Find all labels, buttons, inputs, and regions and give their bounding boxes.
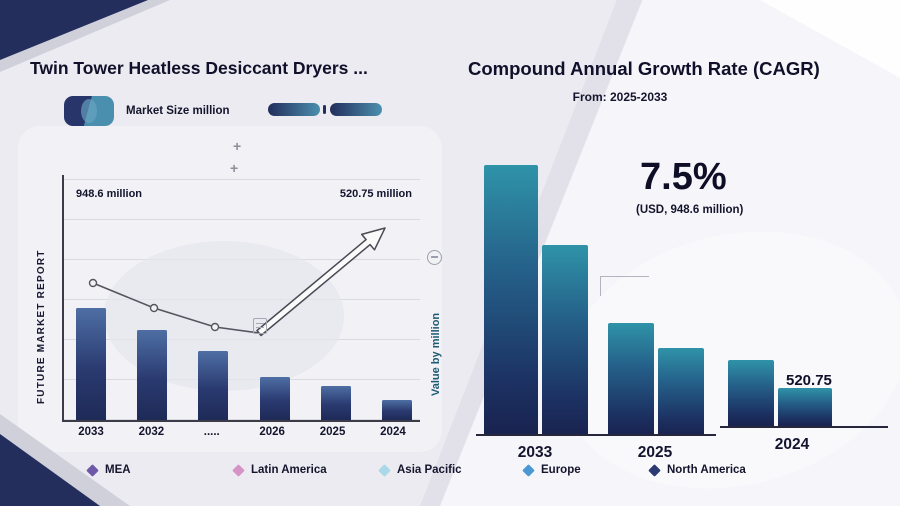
x-tick-2032: 2032 [138,426,165,438]
cagr-value-label-2024: 520.75 [786,372,832,389]
x-tick-2026: 2026 [259,426,285,438]
annotation-520-million: 520.75 million [339,188,412,200]
bar-intermediate [198,351,229,420]
cagr-percentage: 7.5% [640,156,727,198]
market-size-x-axis: 2033 2032 ..... 2026 2025 2024 [62,426,418,438]
minus-circle-icon [427,250,442,265]
market-size-chart: 948.6 million 520.75 million [62,175,420,422]
market-size-bars [64,308,420,420]
legend-item-asia-pacific: Asia Pacific [378,463,462,477]
document-icon [253,318,267,334]
value-axis-label: Value by million [430,312,442,396]
legend-diamond-icon [86,463,99,477]
plus-icon: + [230,160,239,176]
legend-diamond-icon [232,463,245,477]
legend-item-label: MEA [105,464,131,476]
cagr-axis-line-right [720,426,888,428]
cagr-bar-2025-a [608,323,654,436]
cagr-bar-2025-b [658,348,704,436]
legend-label: Market Size million [126,105,230,117]
legend-item-mea: MEA [86,463,131,477]
legend-item-north-america: North America [648,463,746,477]
cagr-bar-2033-a [484,165,538,436]
right-chart-title: Compound Annual Growth Rate (CAGR) [468,58,820,79]
legend-item-latin-america: Latin America [232,463,327,477]
bar-2032 [137,330,168,420]
bar-2026 [259,377,290,420]
cagr-year-2025: 2025 [637,444,673,461]
cagr-year-2033: 2033 [517,444,553,461]
cagr-bar-2024-b [778,388,832,426]
legend-item-label: Europe [541,464,581,476]
bar-2024 [381,400,412,420]
pill-separator-icon [323,105,326,114]
right-chart-subtitle: From: 2025-2033 [572,90,668,104]
gradient-pill-icon [268,103,320,116]
legend-diamond-icon [378,463,391,477]
cagr-bar-2033-b [542,245,588,436]
legend-icon-highlight [81,99,97,123]
market-size-legend-icon [64,96,114,126]
legend-item-label: Latin America [251,464,327,476]
cagr-bar-2024-a [728,360,774,426]
gradient-pill-icon [330,103,382,116]
annotation-948-million: 948.6 million [76,188,143,200]
bar-2025 [320,386,351,420]
cagr-chart [468,158,888,436]
x-tick-2033: 2033 [78,426,104,438]
cagr-axis-line-left [476,434,716,436]
legend-diamond-icon [648,463,661,477]
bracket-decoration [600,276,649,296]
legend-diamond-icon [522,463,535,477]
legend-item-label: North America [667,464,746,476]
plus-icon: + [233,138,242,154]
legend-item-label: Asia Pacific [397,464,462,476]
cagr-caption: (USD, 948.6 million) [636,204,744,216]
x-tick-ellipsis: ..... [203,426,220,438]
future-market-report-label: FUTURE MARKET REPORT [36,249,47,404]
x-tick-2024: 2024 [380,426,406,438]
legend-item-europe: Europe [522,463,581,477]
x-tick-2025: 2025 [319,426,346,438]
bar-2033 [76,308,106,420]
cagr-year-2024: 2024 [774,436,810,453]
left-chart-title: Twin Tower Heatless Desiccant Dryers ... [30,58,368,78]
